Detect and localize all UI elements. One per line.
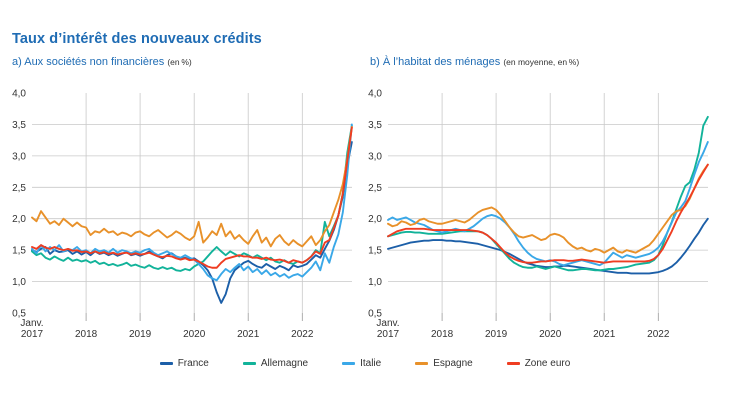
y-axis-tick-label: 2,5 [12, 183, 26, 194]
series-line-italie [387, 141, 709, 267]
panel-a-label: a) Aux sociétés non financières [12, 56, 165, 68]
y-axis-tick-label: 2,5 [368, 183, 382, 194]
legend-item-zone-euro[interactable]: Zone euro [506, 358, 571, 369]
legend-item-italie[interactable]: Italie [342, 358, 381, 369]
legend-label: Allemagne [260, 358, 309, 369]
legend-item-france[interactable]: France [159, 358, 209, 369]
series-line-espagne [31, 125, 353, 248]
y-axis-tick-label: 2,0 [368, 214, 382, 225]
legend-swatch-icon [159, 362, 173, 365]
legend-swatch-icon [415, 362, 429, 365]
panel-b-subtitle: b) À l’habitat des ménages (en moyenne, … [370, 56, 579, 68]
y-axis-tick-label: 4,0 [368, 89, 382, 100]
legend-label: Espagne [433, 358, 473, 369]
y-axis-tick-label: 3,0 [12, 151, 26, 162]
y-axis-tick-label: 1,0 [368, 277, 382, 288]
y-axis-tick-label: 4,0 [12, 89, 26, 100]
y-axis-tick-label: 1,5 [368, 246, 382, 257]
legend-label: France [177, 358, 209, 369]
x-axis-tick-label: 2018 [75, 329, 98, 340]
series-line-zone-euro [31, 126, 353, 269]
x-axis-first-label-month: Janv. [20, 318, 43, 329]
panel-b-units: (en moyenne, en %) [503, 57, 580, 67]
series-line-espagne [387, 163, 709, 254]
x-axis-tick-label: 2022 [647, 329, 670, 340]
chart-legend: France Allemagne Italie Espagne Zone euro [0, 358, 730, 369]
x-axis-first-label-month: Janv. [376, 318, 399, 329]
y-axis-tick-label: 2,0 [12, 214, 26, 225]
legend-label: Zone euro [524, 358, 571, 369]
series-line-france [387, 217, 709, 275]
series-line-france [31, 141, 353, 304]
y-axis-tick-label: 1,5 [12, 246, 26, 257]
x-axis-tick-label: 2018 [431, 329, 454, 340]
panel-a-units: (en %) [167, 57, 192, 67]
page-title: Taux d’intérêt des nouveaux crédits [12, 31, 262, 47]
x-axis-tick-label: 2020 [183, 329, 206, 340]
x-axis-tick-label: 2021 [237, 329, 260, 340]
series-line-allemagne [387, 115, 709, 272]
x-axis-tick-label: 2017 [21, 329, 44, 340]
legend-item-allemagne[interactable]: Allemagne [242, 358, 309, 369]
panel-a-subtitle: a) Aux sociétés non financières (en %) [12, 56, 192, 68]
y-axis-tick-label: 1,0 [12, 277, 26, 288]
x-axis-tick-label: 2019 [129, 329, 152, 340]
legend-swatch-icon [506, 362, 520, 365]
x-axis-tick-label: 2017 [377, 329, 400, 340]
series-line-zone-euro [387, 163, 709, 264]
y-axis-tick-label: 3,5 [368, 120, 382, 131]
chart-panel-a: 2017 2018 2019 2020 2021 2022 Janv. 4,0 3,5 3,0 2,… [12, 89, 353, 340]
x-axis-tick-label: 2019 [485, 329, 508, 340]
x-axis-tick-label: 2020 [539, 329, 562, 340]
legend-swatch-icon [242, 362, 256, 365]
legend-swatch-icon [342, 362, 356, 365]
x-axis-tick-label: 2021 [593, 329, 616, 340]
legend-item-espagne[interactable]: Espagne [415, 358, 473, 369]
x-axis-tick-label: 2022 [291, 329, 314, 340]
chart-panel-b: 2017 2018 2019 2020 2021 2022 Janv. 4,0 3,5 3,0 2,… [368, 89, 709, 340]
legend-label: Italie [360, 358, 382, 369]
y-axis-tick-label: 0,5 [12, 309, 26, 320]
series-line-italie [31, 123, 353, 282]
y-axis-tick-label: 3,0 [368, 151, 382, 162]
y-axis-tick-label: 0,5 [368, 309, 382, 320]
panel-b-label: b) À l’habitat des ménages [370, 56, 501, 68]
y-axis-tick-label: 3,5 [12, 120, 26, 131]
